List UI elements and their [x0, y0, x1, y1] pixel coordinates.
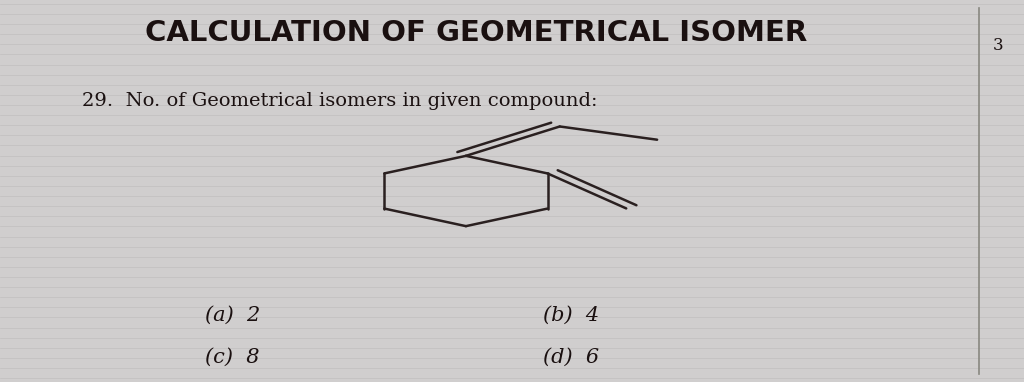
- Text: 3: 3: [993, 37, 1004, 54]
- Text: (c)  8: (c) 8: [205, 348, 259, 367]
- Text: CALCULATION OF GEOMETRICAL ISOMER: CALCULATION OF GEOMETRICAL ISOMER: [145, 19, 807, 47]
- Text: (a)  2: (a) 2: [205, 306, 260, 325]
- Text: (b)  4: (b) 4: [543, 306, 599, 325]
- Text: (d)  6: (d) 6: [543, 348, 599, 367]
- Text: 29.  No. of Geometrical isomers in given compound:: 29. No. of Geometrical isomers in given …: [82, 92, 597, 110]
